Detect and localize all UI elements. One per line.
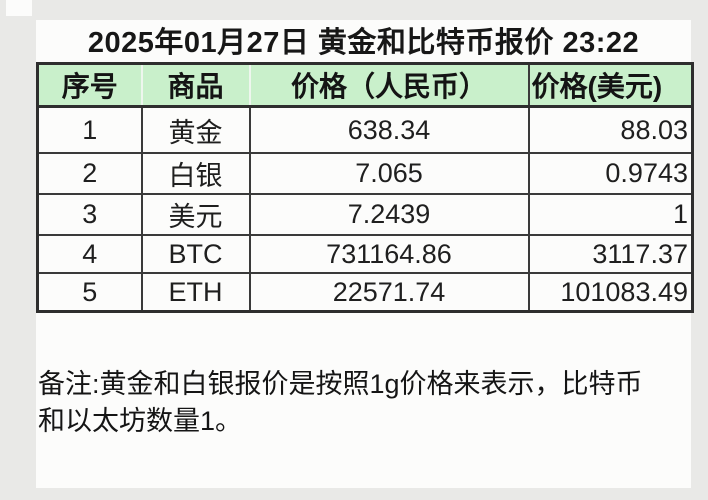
cell-price-cny: 638.34	[248, 105, 530, 154]
col-header-item: 商品	[140, 62, 250, 108]
table-body: 1 黄金 638.34 88.03 2 白银 7.065 0.9743 3 美元…	[36, 105, 694, 313]
cell-price-usd: 0.9743	[527, 152, 694, 195]
cell-no: 5	[36, 272, 143, 313]
header-row: 序号 商品 价格（人民币） 价格(美元)	[37, 62, 693, 108]
table-row: 2 白银 7.065 0.9743	[36, 152, 694, 195]
col-header-no: 序号	[37, 62, 142, 108]
content-panel: 2025年01月27日 黄金和比特币报价 23:22 序号 商品 价格（人民币）…	[36, 20, 694, 488]
cell-no: 1	[36, 105, 143, 154]
table-row: 5 ETH 22571.74 101083.49	[36, 272, 694, 313]
col-header-price-cny: 价格（人民币）	[248, 62, 529, 108]
col-header-price-usd: 价格(美元)	[527, 62, 693, 108]
cell-price-usd: 101083.49	[527, 272, 694, 313]
cell-item: ETH	[140, 272, 251, 313]
cell-price-cny: 7.2439	[248, 193, 530, 236]
cell-price-usd: 3117.37	[527, 234, 694, 274]
cell-item: 美元	[140, 193, 251, 236]
cell-item: 黄金	[140, 105, 251, 154]
table-row: 1 黄金 638.34 88.03	[36, 105, 694, 154]
cell-price-cny: 7.065	[248, 152, 530, 195]
table-row: 4 BTC 731164.86 3117.37	[36, 234, 694, 274]
table-header: 序号 商品 价格（人民币） 价格(美元)	[37, 62, 693, 108]
table-row: 3 美元 7.2439 1	[36, 193, 694, 236]
cell-item: 白银	[140, 152, 251, 195]
cell-no: 2	[36, 152, 143, 195]
cell-item: BTC	[140, 234, 251, 274]
footnote: 备注:黄金和白银报价是按照1g价格来表示，比特币和以太坊数量1。	[38, 369, 643, 436]
cell-price-usd: 88.03	[527, 105, 694, 154]
page-title: 2025年01月27日 黄金和比特币报价 23:22	[87, 27, 640, 59]
cell-no: 3	[36, 193, 143, 236]
cell-price-cny: 22571.74	[248, 272, 530, 313]
cell-no: 4	[36, 234, 143, 274]
cell-price-usd: 1	[527, 193, 694, 236]
cell-price-cny: 731164.86	[248, 234, 530, 274]
corner-notch	[6, 0, 32, 16]
price-table: 序号 商品 价格（人民币） 价格(美元) 1 黄金 638.34 88.03 2…	[36, 62, 694, 313]
